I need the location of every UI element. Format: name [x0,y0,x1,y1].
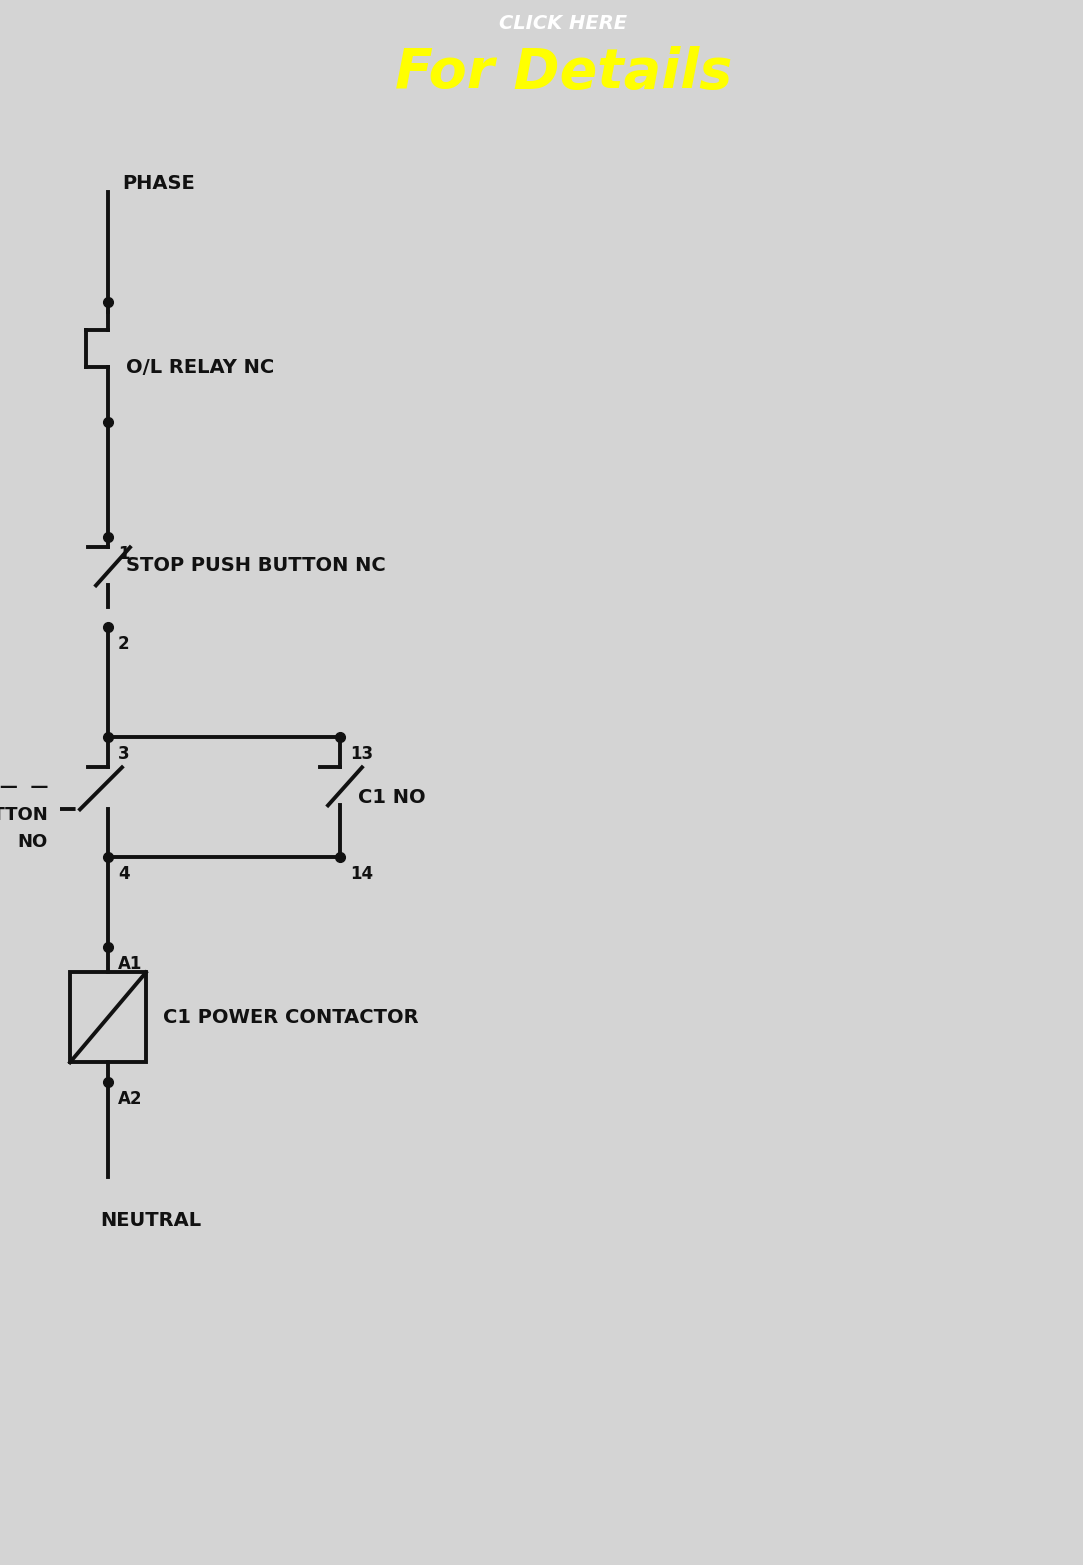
Text: C1 POWER CONTACTOR: C1 POWER CONTACTOR [164,1008,419,1027]
Text: O/L RELAY NC: O/L RELAY NC [126,358,274,377]
Text: A2: A2 [118,1091,143,1108]
Text: CLICK HERE: CLICK HERE [499,14,627,33]
Text: 14: 14 [350,865,374,883]
Bar [70,972,146,1063]
Text: 2: 2 [118,635,130,653]
Text: A1: A1 [118,955,142,973]
Text: C1 NO: C1 NO [358,787,426,808]
Text: 4: 4 [118,865,130,883]
Text: STOP PUSH BUTTON NC: STOP PUSH BUTTON NC [126,556,386,574]
Text: SH BUTTON: SH BUTTON [0,806,48,825]
Text: 13: 13 [350,745,374,764]
Text: 1: 1 [118,545,130,563]
Text: NEUTRAL: NEUTRAL [100,1211,201,1230]
Text: START  —  —: START — — [0,778,48,797]
Text: NO: NO [17,834,48,851]
Text: 3: 3 [118,745,130,764]
Text: PHASE: PHASE [122,174,195,192]
Text: For Details: For Details [394,45,732,100]
